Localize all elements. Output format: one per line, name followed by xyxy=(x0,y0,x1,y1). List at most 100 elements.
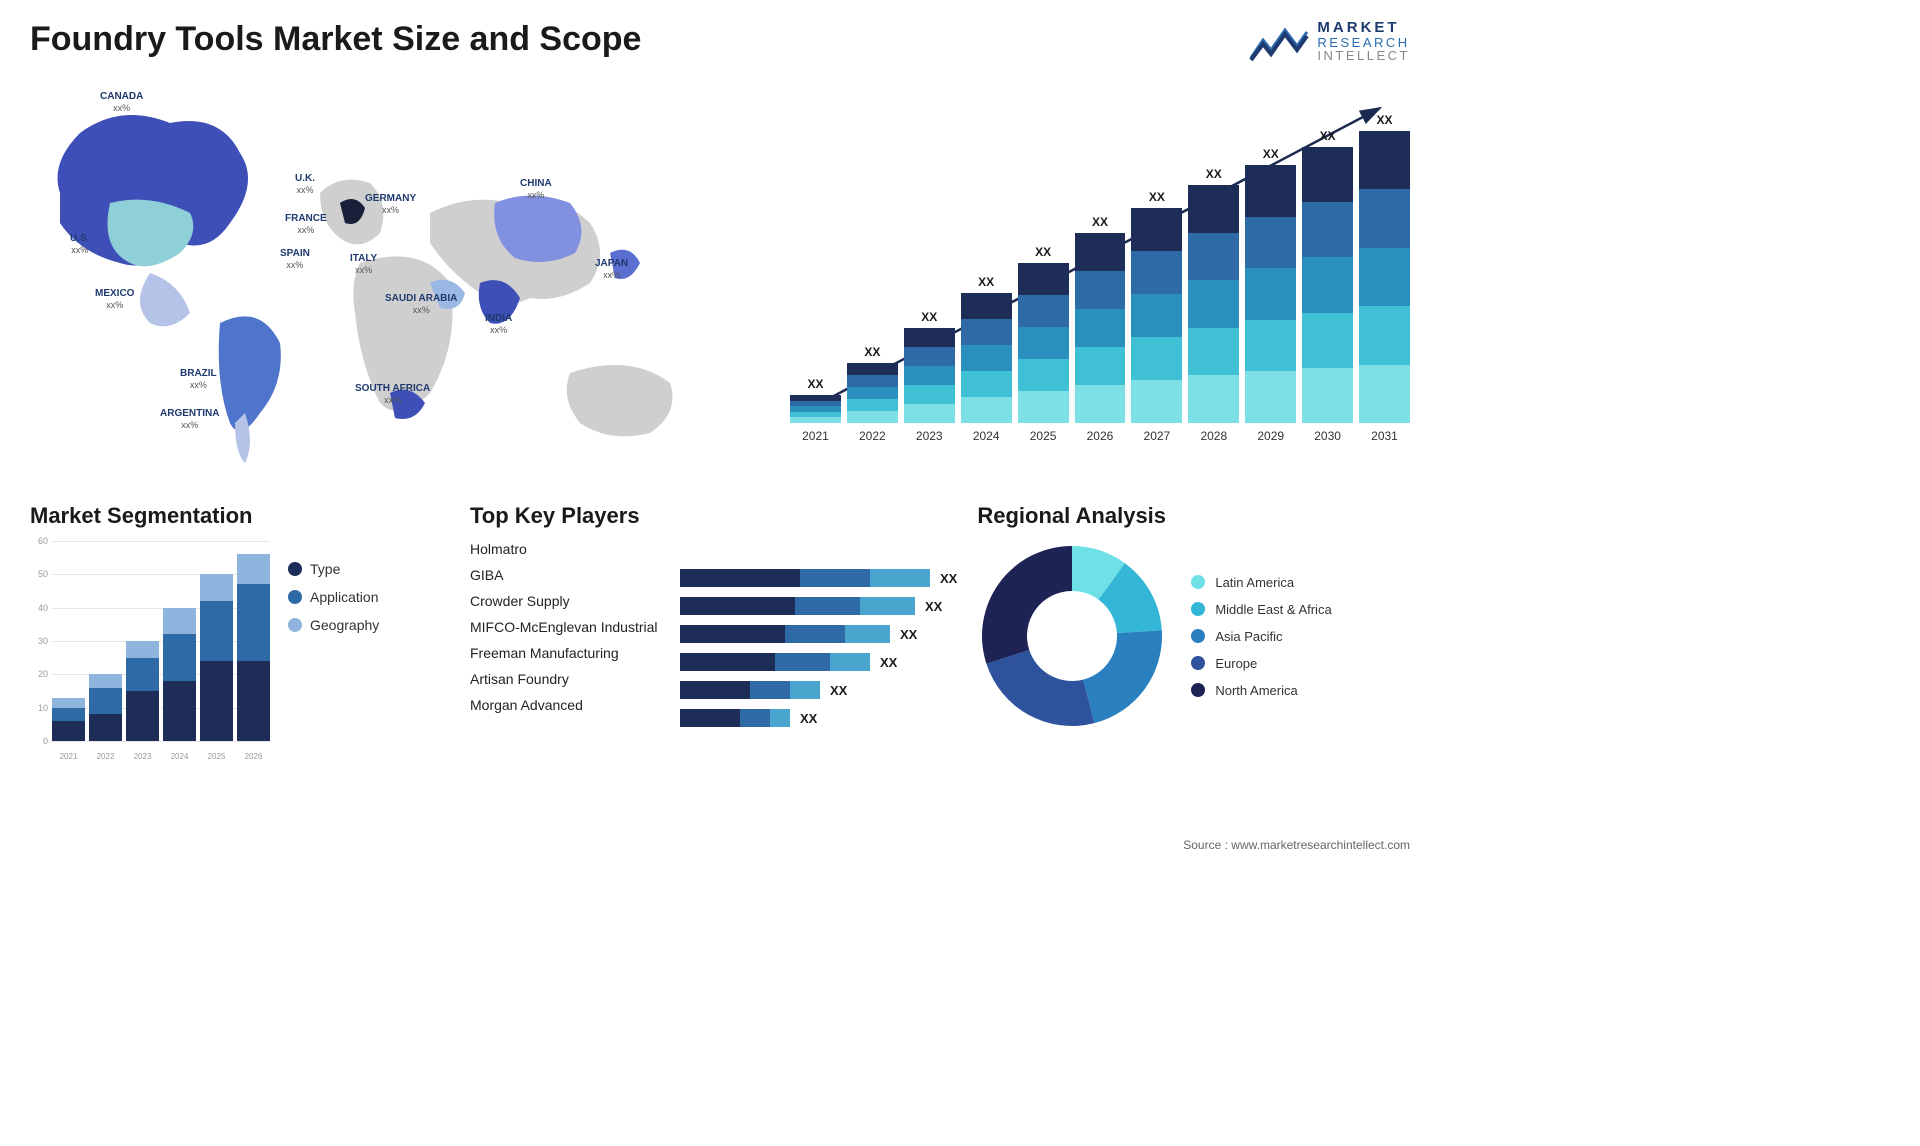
seg-ytick: 40 xyxy=(38,603,48,613)
seg-bar xyxy=(52,698,85,741)
player-name: Artisan Foundry xyxy=(470,671,660,687)
forecast-year-label: 2026 xyxy=(1087,429,1114,443)
forecast-year-label: 2024 xyxy=(973,429,1000,443)
player-bar-value: XX xyxy=(830,683,847,698)
map-label: GERMANYxx% xyxy=(365,193,416,216)
forecast-year-label: 2027 xyxy=(1144,429,1171,443)
map-label: MEXICOxx% xyxy=(95,288,134,311)
seg-bar xyxy=(89,674,122,741)
seg-year-label: 2024 xyxy=(163,752,196,761)
page-title: Foundry Tools Market Size and Scope xyxy=(30,20,641,59)
forecast-bar-value: XX xyxy=(921,310,937,324)
seg-ytick: 10 xyxy=(38,703,48,713)
forecast-bar-value: XX xyxy=(1320,129,1336,143)
source-text: Source : www.marketresearchintellect.com xyxy=(1183,838,1410,852)
map-label: SOUTH AFRICAxx% xyxy=(355,383,430,406)
player-name: Morgan Advanced xyxy=(470,697,660,713)
seg-year-label: 2026 xyxy=(237,752,270,761)
seg-legend-item: Geography xyxy=(288,617,379,633)
map-label: U.K.xx% xyxy=(295,173,315,196)
forecast-bar: XX 2023 xyxy=(904,310,955,443)
seg-bar xyxy=(237,554,270,741)
forecast-bar-value: XX xyxy=(1206,167,1222,181)
forecast-bar-value: XX xyxy=(1092,215,1108,229)
forecast-bar: XX 2025 xyxy=(1018,245,1069,443)
forecast-bar-value: XX xyxy=(978,275,994,289)
seg-ytick: 0 xyxy=(43,736,48,746)
forecast-bar-value: XX xyxy=(1377,113,1393,127)
player-name: Holmatro xyxy=(470,541,660,557)
map-label: ARGENTINAxx% xyxy=(160,408,219,431)
regional-legend-item: Asia Pacific xyxy=(1191,629,1331,644)
map-label: CHINAxx% xyxy=(520,178,552,201)
player-bar-value: XX xyxy=(900,627,917,642)
player-bar: XX xyxy=(680,681,957,699)
forecast-year-label: 2029 xyxy=(1257,429,1284,443)
forecast-bar: XX 2026 xyxy=(1075,215,1126,443)
forecast-year-label: 2030 xyxy=(1314,429,1341,443)
forecast-bar: XX 2027 xyxy=(1131,190,1182,443)
map-label: SAUDI ARABIAxx% xyxy=(385,293,457,316)
forecast-chart: XX2021XX2022XX2023XX2024XX2025XX2026XX20… xyxy=(790,73,1410,473)
regional-legend-item: North America xyxy=(1191,683,1331,698)
seg-ytick: 60 xyxy=(38,536,48,546)
players-panel: Top Key Players Holmatro GIBA Crowder Supp… xyxy=(470,503,957,781)
logo-text-1: MARKET xyxy=(1317,20,1410,36)
forecast-year-label: 2023 xyxy=(916,429,943,443)
player-bar-value: XX xyxy=(800,711,817,726)
world-map-panel: CANADAxx% U.S.xx% MEXICOxx% BRAZILxx% ARGENT… xyxy=(30,73,750,473)
forecast-bar-value: XX xyxy=(864,345,880,359)
forecast-bar: XX 2028 xyxy=(1188,167,1239,443)
player-bar: XX xyxy=(680,625,957,643)
player-bar-value: XX xyxy=(925,599,942,614)
regional-legend-item: Latin America xyxy=(1191,575,1331,590)
forecast-bar: XX 2022 xyxy=(847,345,898,443)
forecast-bar-value: XX xyxy=(1035,245,1051,259)
players-title: Top Key Players xyxy=(470,503,957,529)
seg-bar xyxy=(126,641,159,741)
forecast-bar: XX 2021 xyxy=(790,377,841,443)
seg-ytick: 20 xyxy=(38,669,48,679)
player-name: GIBA xyxy=(470,567,660,583)
logo-mark-icon xyxy=(1249,22,1309,62)
map-label: SPAINxx% xyxy=(280,248,310,271)
forecast-year-label: 2022 xyxy=(859,429,886,443)
seg-year-label: 2021 xyxy=(52,752,85,761)
map-label: ITALYxx% xyxy=(350,253,377,276)
player-bar: XX xyxy=(680,709,957,727)
map-label: INDIAxx% xyxy=(485,313,512,336)
regional-legend-item: Europe xyxy=(1191,656,1331,671)
player-name: Freeman Manufacturing xyxy=(470,645,660,661)
player-name: Crowder Supply xyxy=(470,593,660,609)
player-bar: XX xyxy=(680,569,957,587)
forecast-bar-value: XX xyxy=(807,377,823,391)
logo-text-3: INTELLECT xyxy=(1317,49,1410,63)
forecast-year-label: 2028 xyxy=(1200,429,1227,443)
player-name: MIFCO-McEnglevan Industrial xyxy=(470,619,660,635)
map-label: BRAZILxx% xyxy=(180,368,217,391)
forecast-bar-value: XX xyxy=(1263,147,1279,161)
donut-slice xyxy=(987,650,1095,726)
seg-ytick: 50 xyxy=(38,569,48,579)
regional-title: Regional Analysis xyxy=(977,503,1410,529)
seg-year-label: 2025 xyxy=(200,752,233,761)
segmentation-title: Market Segmentation xyxy=(30,503,450,529)
forecast-year-label: 2025 xyxy=(1030,429,1057,443)
donut-slice xyxy=(1084,630,1163,723)
donut-chart xyxy=(977,541,1167,731)
map-label: U.S.xx% xyxy=(70,233,89,256)
forecast-bar: XX 2030 xyxy=(1302,129,1353,443)
seg-ytick: 30 xyxy=(38,636,48,646)
player-bar-value: XX xyxy=(940,571,957,586)
forecast-year-label: 2021 xyxy=(802,429,829,443)
forecast-bar: XX 2029 xyxy=(1245,147,1296,443)
map-label: CANADAxx% xyxy=(100,91,143,114)
seg-legend-item: Type xyxy=(288,561,379,577)
player-bar-value: XX xyxy=(880,655,897,670)
regional-panel: Regional Analysis Latin AmericaMiddle Ea… xyxy=(977,503,1410,781)
player-bar: XX xyxy=(680,653,957,671)
forecast-bar-value: XX xyxy=(1149,190,1165,204)
donut-slice xyxy=(982,546,1072,664)
forecast-bar: XX2031 xyxy=(1359,113,1410,443)
segmentation-panel: Market Segmentation 0 10 20 30 40 50 60 2021 20… xyxy=(30,503,450,781)
